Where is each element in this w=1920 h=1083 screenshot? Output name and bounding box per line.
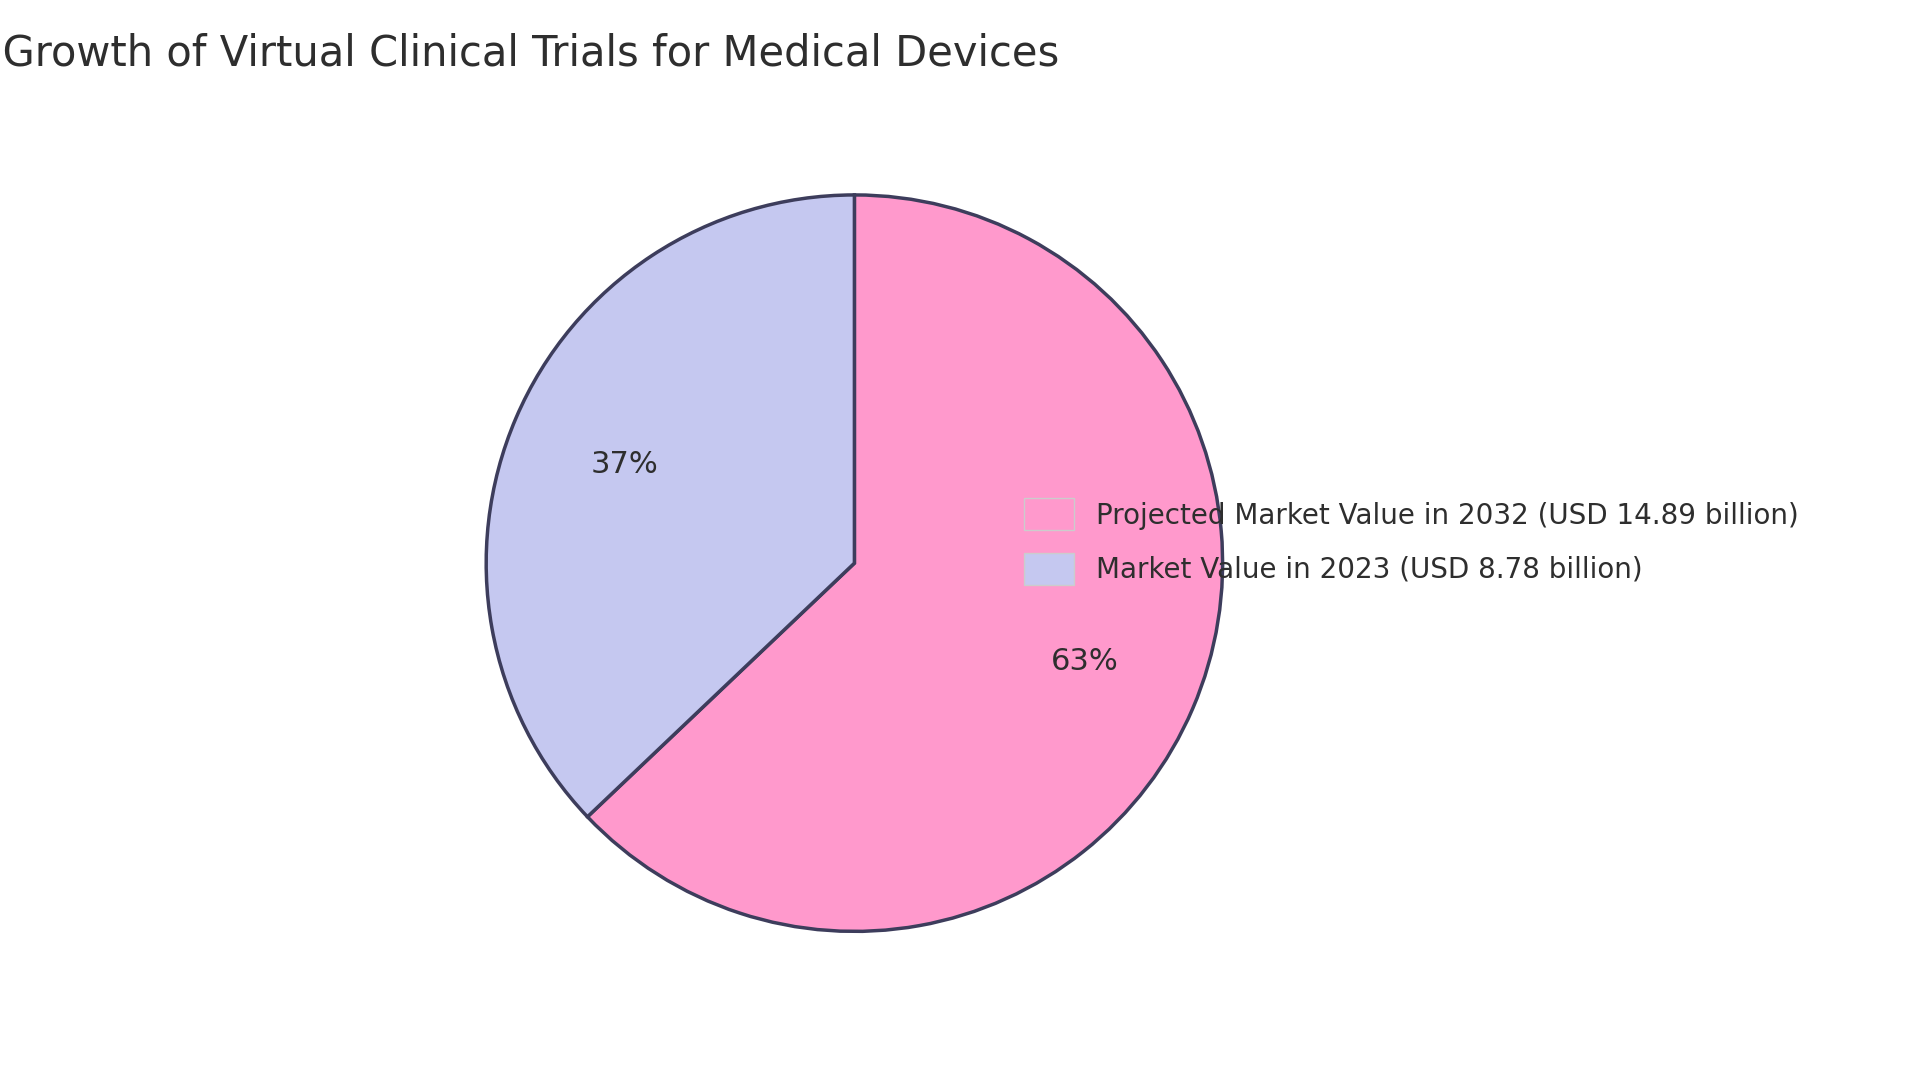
Text: 37%: 37% <box>591 449 659 479</box>
Text: 63%: 63% <box>1050 648 1117 677</box>
Text: Market Growth of Virtual Clinical Trials for Medical Devices: Market Growth of Virtual Clinical Trials… <box>0 32 1060 75</box>
Legend: Projected Market Value in 2032 (USD 14.89 billion), Market Value in 2023 (USD 8.: Projected Market Value in 2032 (USD 14.8… <box>1014 487 1811 596</box>
Wedge shape <box>486 195 854 817</box>
Wedge shape <box>588 195 1223 931</box>
